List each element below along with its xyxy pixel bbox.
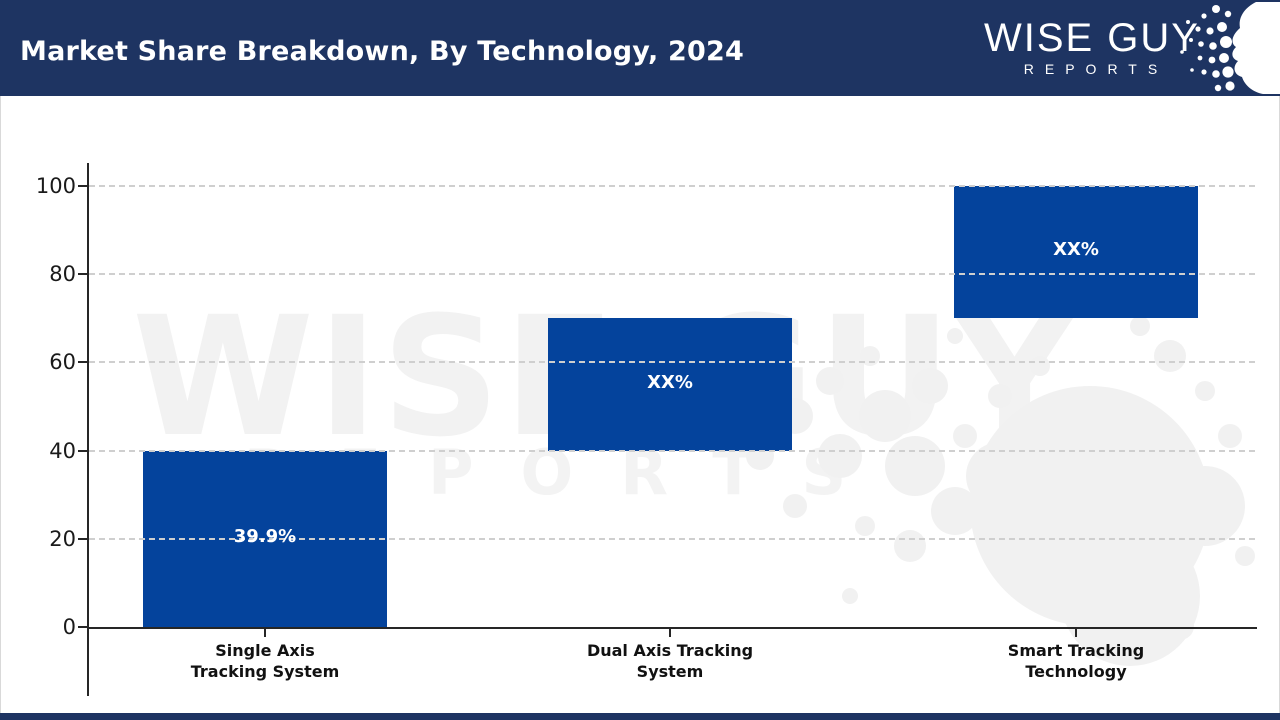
y-tick-mark: [78, 273, 87, 275]
y-tick-label: 100: [35, 174, 76, 198]
bar-value-label: 39.9%: [233, 526, 297, 547]
bar-value-label: XX%: [1053, 239, 1099, 260]
x-category-label: Dual Axis Tracking System: [586, 641, 754, 681]
x-category-label: Single Axis Tracking System: [190, 641, 340, 681]
footer-bar: [0, 713, 1280, 720]
gridline-40: [89, 450, 1255, 452]
y-tick-label: 0: [62, 615, 76, 639]
gridline-100: [89, 185, 1255, 187]
logo-subtitle: REPORTS: [1023, 61, 1169, 77]
logo-wordmark: WISE GUY: [983, 16, 1200, 60]
header-banner: Market Share Breakdown, By Technology, 2…: [0, 0, 1280, 96]
logo-face-icon: [1180, 2, 1280, 94]
y-tick-label: 40: [49, 439, 76, 463]
y-tick-label: 80: [49, 262, 76, 286]
gridline-80: [89, 273, 1255, 275]
bar-segment: [954, 186, 1198, 318]
y-tick-mark: [78, 185, 87, 187]
bar-segment: [548, 318, 792, 451]
x-tick-mark: [669, 629, 671, 637]
y-tick-mark: [78, 626, 87, 628]
y-tick-label: 20: [49, 527, 76, 551]
y-tick-label: 60: [49, 350, 76, 374]
gridline-60: [89, 361, 1255, 363]
wise-guy-logo: WISE GUY REPORTS: [984, 16, 1200, 77]
y-axis-line: [87, 163, 89, 696]
plot-area: WISE GUY REPORTS 39.9% XX% XX% 0 20 40 60 80 10…: [0, 96, 1280, 713]
bar-value-label: XX%: [647, 372, 693, 393]
y-tick-mark: [78, 450, 87, 452]
x-axis-line: [87, 627, 1257, 629]
chart-title: Market Share Breakdown, By Technology, 2…: [20, 36, 745, 67]
y-tick-mark: [78, 361, 87, 363]
x-tick-mark: [1075, 629, 1077, 637]
x-category-label: Smart Tracking Technology: [1007, 641, 1145, 681]
y-tick-mark: [78, 538, 87, 540]
x-tick-mark: [264, 629, 266, 637]
watermark-face-icon: [746, 316, 1255, 666]
gridline-20: [89, 538, 1255, 540]
